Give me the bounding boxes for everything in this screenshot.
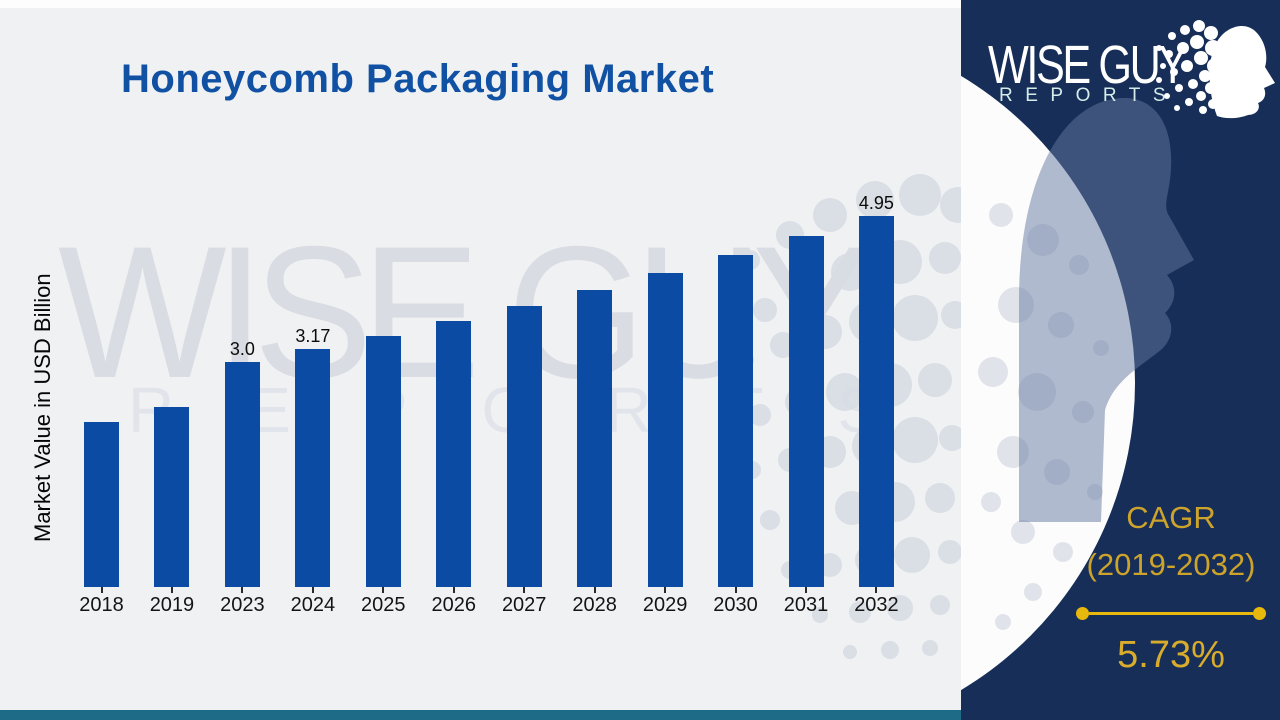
- x-tick: [805, 587, 807, 593]
- face-silhouette: [1019, 97, 1194, 523]
- x-tick: [170, 587, 173, 593]
- x-tick-label: 2029: [642, 594, 688, 616]
- bar: [365, 336, 401, 587]
- bar: [858, 216, 894, 587]
- bar-value-label: 3.0: [229, 339, 255, 359]
- divider-dot-right: [1253, 607, 1266, 620]
- bar: [647, 273, 683, 587]
- logo-wordmark: WISE GUY: [988, 35, 1187, 95]
- x-tick: [452, 587, 455, 593]
- x-tick: [875, 587, 878, 593]
- x-tick-label: 2024: [290, 594, 336, 616]
- cagr-value: 5.73%: [1117, 634, 1225, 676]
- bar: [718, 255, 754, 587]
- bar: [295, 349, 331, 587]
- divider-dot-left: [1076, 607, 1089, 620]
- logo-face-icon: [1156, 20, 1275, 119]
- x-tick: [593, 587, 596, 593]
- x-tick-label: 2030: [713, 594, 758, 616]
- bar: [224, 362, 260, 587]
- bar: [577, 290, 613, 587]
- x-tick-label: 2031: [783, 594, 829, 616]
- x-tick-label: 2032: [854, 594, 899, 616]
- divider-line: [1089, 612, 1253, 615]
- x-tick: [100, 587, 103, 593]
- brand-panel-art: [961, 0, 1280, 720]
- bar: [154, 407, 190, 587]
- x-tick-label: 2025: [361, 594, 406, 616]
- x-tick-label: 2027: [501, 594, 547, 616]
- top-strip: [0, 0, 961, 8]
- page-title: Honeycomb Packaging Market: [121, 56, 715, 101]
- cagr-divider: [1076, 607, 1266, 620]
- x-tick-label: 2028: [572, 594, 617, 616]
- x-tick: [523, 587, 526, 593]
- x-tick-label: 2018: [79, 594, 124, 616]
- brand-panel: WISE GUY REPORTS CAGR (2019-2032) 5.73%: [961, 0, 1280, 720]
- cagr-block: CAGR (2019-2032) 5.73%: [1051, 500, 1280, 677]
- bar-value-label: 3.17: [295, 326, 331, 346]
- bottom-accent-bar: [0, 710, 961, 720]
- logo-subtext: REPORTS: [999, 85, 1179, 106]
- x-tick-label: 2019: [149, 594, 195, 616]
- x-tick: [734, 587, 737, 593]
- x-tick: [241, 587, 244, 593]
- bar: [436, 321, 472, 587]
- bar-value-label: 4.95: [858, 193, 894, 213]
- x-tick-label: 2026: [431, 594, 477, 616]
- bar: [788, 236, 824, 587]
- bar: [506, 306, 542, 587]
- cagr-label: CAGR: [1126, 500, 1216, 535]
- x-tick: [664, 587, 667, 593]
- x-tick: [311, 587, 314, 593]
- x-tick-label: 2023: [220, 594, 265, 616]
- cagr-range: (2019-2032): [1086, 547, 1256, 582]
- x-tick: [382, 587, 385, 593]
- bar: [84, 422, 119, 587]
